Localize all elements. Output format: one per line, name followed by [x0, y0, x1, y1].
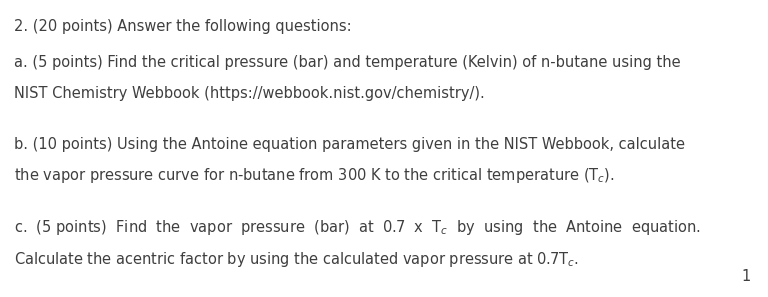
Text: the vapor pressure curve for n-butane from 300 K to the critical temperature (T$: the vapor pressure curve for n-butane fr… [14, 166, 614, 185]
Text: NIST Chemistry Webbook (https://webbook.nist.gov/chemistry/).: NIST Chemistry Webbook (https://webbook.… [14, 86, 485, 101]
Text: Calculate the acentric factor by using the calculated vapor pressure at 0.7T$_c$: Calculate the acentric factor by using t… [14, 250, 579, 269]
Text: 1: 1 [742, 269, 751, 284]
Text: b. (10 points) Using the Antoine equation parameters given in the NIST Webbook, : b. (10 points) Using the Antoine equatio… [14, 137, 685, 151]
Text: 2. (20 points) Answer the following questions:: 2. (20 points) Answer the following ques… [14, 19, 352, 34]
Text: c.  (5 points)  Find  the  vapor  pressure  (bar)  at  0.7  x  T$_c$  by  using : c. (5 points) Find the vapor pressure (b… [14, 218, 700, 237]
Text: a. (5 points) Find the critical pressure (bar) and temperature (Kelvin) of n-but: a. (5 points) Find the critical pressure… [14, 55, 680, 70]
